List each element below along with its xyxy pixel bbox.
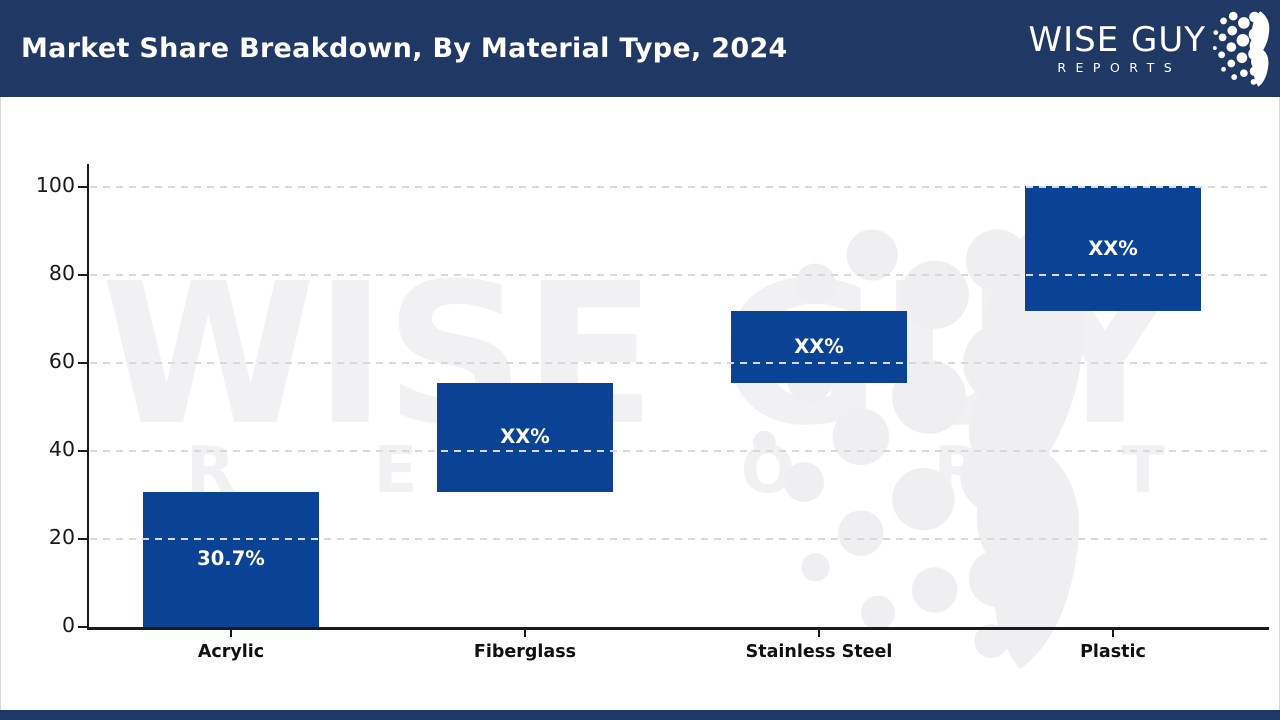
y-tick-label-80: 80 [48, 261, 75, 285]
bar-acrylic [143, 491, 319, 627]
y-tick-mark-100 [78, 186, 87, 188]
x-tick-mark-fiberglass [524, 629, 526, 637]
gridline-100 [90, 186, 1269, 188]
logo-wordmark: WISE GUY [1028, 19, 1206, 60]
bar-value-label-stainless-steel: XX% [794, 334, 844, 358]
gridline-40 [90, 450, 1269, 452]
gridline-60 [90, 362, 1269, 364]
logo-subtext: REPORTS [1057, 59, 1182, 75]
watermark-subtext: R E P O R T S [186, 434, 1279, 508]
bar-stainless-steel [731, 311, 907, 383]
chart-area: WISE GUY R E P O R T S 02040608010030.7%… [0, 97, 1280, 711]
y-tick-label-100: 100 [35, 173, 75, 197]
x-tick-label-fiberglass: Fiberglass [473, 642, 577, 662]
plot-area: 0 20 40 60 80 100 30.7% Acrylic XX% Fiberglass XX%… [1, 97, 1279, 710]
bar-value-label-acrylic: 30.7% [197, 547, 265, 571]
y-tick-label-60: 60 [48, 349, 75, 373]
y-tick-label-0: 0 [61, 613, 75, 637]
x-tick-mark-stainless-steel [818, 629, 820, 637]
x-tick-mark-plastic [1112, 629, 1114, 637]
footer-bar [0, 710, 1280, 720]
chart-title: Market Share Breakdown, By Material Type… [21, 33, 788, 64]
y-tick-mark-60 [78, 362, 87, 364]
logo-text: WISE GUY REPORTS [1028, 23, 1206, 75]
wiseguy-logo: WISE GUY REPORTS [1028, 11, 1270, 87]
gridline-80 [90, 274, 1269, 276]
y-tick-mark-80 [78, 274, 87, 276]
bar-fiberglass [437, 382, 613, 492]
y-tick-label-20: 20 [48, 525, 75, 549]
y-tick-mark-0 [78, 626, 87, 628]
header-bar: Market Share Breakdown, By Material Type… [0, 0, 1280, 97]
x-tick-label-acrylic: Acrylic [197, 642, 265, 662]
bar-value-label-plastic: XX% [1088, 236, 1138, 260]
bar-plastic [1025, 186, 1201, 312]
y-tick-label-40: 40 [48, 437, 75, 461]
logo-face-icon [1210, 11, 1270, 87]
y-axis-line [86, 164, 89, 629]
y-tick-mark-20 [78, 538, 87, 540]
bar-value-label-fiberglass: XX% [500, 425, 550, 449]
gridline-20 [90, 538, 1269, 540]
x-tick-mark-acrylic [230, 629, 232, 637]
x-tick-label-plastic: Plastic [1080, 642, 1146, 662]
x-axis-line [86, 627, 1269, 630]
x-tick-label-stainless-steel: Stainless Steel [745, 642, 893, 662]
y-tick-mark-40 [78, 450, 87, 452]
